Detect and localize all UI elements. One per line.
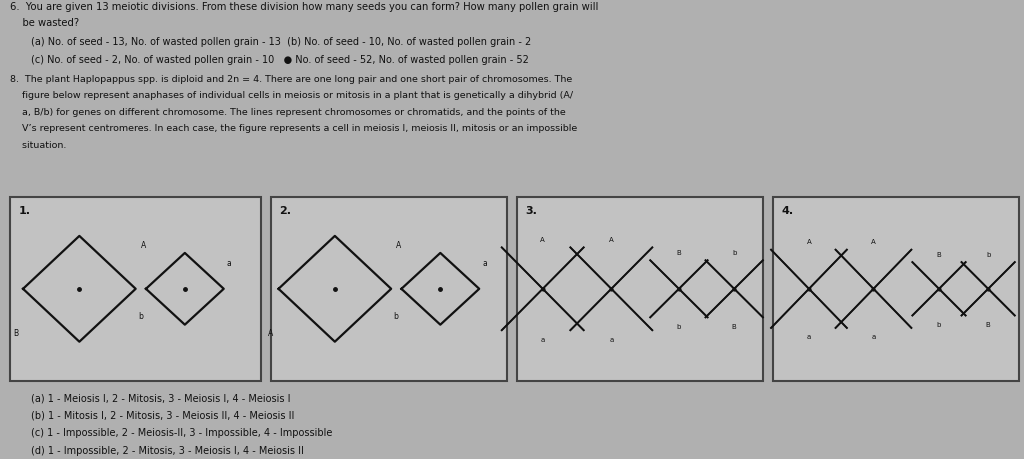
Text: A: A <box>141 241 146 250</box>
Text: 1.: 1. <box>18 206 31 216</box>
FancyBboxPatch shape <box>517 197 763 381</box>
Text: b: b <box>732 249 736 255</box>
FancyBboxPatch shape <box>773 197 1019 381</box>
Text: V’s represent centromeres. In each case, the figure represents a cell in meiosis: V’s represent centromeres. In each case,… <box>10 124 578 133</box>
Text: B: B <box>937 251 941 257</box>
Text: (b) 1 - Mitosis I, 2 - Mitosis, 3 - Meiosis II, 4 - Meiosis II: (b) 1 - Mitosis I, 2 - Mitosis, 3 - Meio… <box>31 410 294 420</box>
Text: (c) 1 - Impossible, 2 - Meiosis-II, 3 - Impossible, 4 - Impossible: (c) 1 - Impossible, 2 - Meiosis-II, 3 - … <box>31 427 332 437</box>
Text: (a) No. of seed - 13, No. of wasted pollen grain - 13  (b) No. of seed - 10, No.: (a) No. of seed - 13, No. of wasted poll… <box>31 37 531 47</box>
Text: b: b <box>986 251 990 257</box>
Text: a: a <box>482 258 487 267</box>
Text: (c) No. of seed - 2, No. of wasted pollen grain - 10   ● No. of seed - 52, No. o: (c) No. of seed - 2, No. of wasted polle… <box>31 55 528 65</box>
FancyBboxPatch shape <box>271 197 507 381</box>
Text: B: B <box>986 321 990 327</box>
Text: 6.  You are given 13 meiotic divisions. From these division how many seeds you c: 6. You are given 13 meiotic divisions. F… <box>10 2 599 12</box>
Text: b: b <box>393 311 398 320</box>
Text: b: b <box>937 321 941 327</box>
Text: a: a <box>227 258 231 267</box>
Text: A: A <box>541 236 545 242</box>
Text: 4.: 4. <box>781 206 794 216</box>
Text: a: a <box>609 336 613 342</box>
Text: situation.: situation. <box>10 140 67 150</box>
FancyBboxPatch shape <box>10 197 261 381</box>
Text: a: a <box>871 334 876 340</box>
Text: a: a <box>807 334 811 340</box>
Text: b: b <box>677 323 681 329</box>
Text: b: b <box>138 311 142 320</box>
Text: A: A <box>268 328 273 337</box>
Text: 8.  The plant Haplopappus spp. is diploid and 2n = 4. There are one long pair an: 8. The plant Haplopappus spp. is diploid… <box>10 74 572 84</box>
Text: 2.: 2. <box>280 206 292 216</box>
Text: A: A <box>396 241 401 250</box>
Text: be wasted?: be wasted? <box>10 18 80 28</box>
Text: (d) 1 - Impossible, 2 - Mitosis, 3 - Meiosis I, 4 - Meiosis II: (d) 1 - Impossible, 2 - Mitosis, 3 - Mei… <box>31 445 303 455</box>
Text: 3.: 3. <box>525 206 538 216</box>
Text: a, B/b) for genes on different chromosome. The lines represent chromosomes or ch: a, B/b) for genes on different chromosom… <box>10 107 566 117</box>
Text: B: B <box>12 328 18 337</box>
Text: a: a <box>541 336 545 342</box>
Text: B: B <box>732 323 736 329</box>
Text: A: A <box>871 239 876 245</box>
Text: figure below represent anaphases of individual cells in meiosis or mitosis in a : figure below represent anaphases of indi… <box>10 91 573 100</box>
Text: A: A <box>609 236 613 242</box>
Text: (a) 1 - Meiosis I, 2 - Mitosis, 3 - Meiosis I, 4 - Meiosis I: (a) 1 - Meiosis I, 2 - Mitosis, 3 - Meio… <box>31 392 290 403</box>
Text: A: A <box>807 239 811 245</box>
Text: B: B <box>677 249 681 255</box>
